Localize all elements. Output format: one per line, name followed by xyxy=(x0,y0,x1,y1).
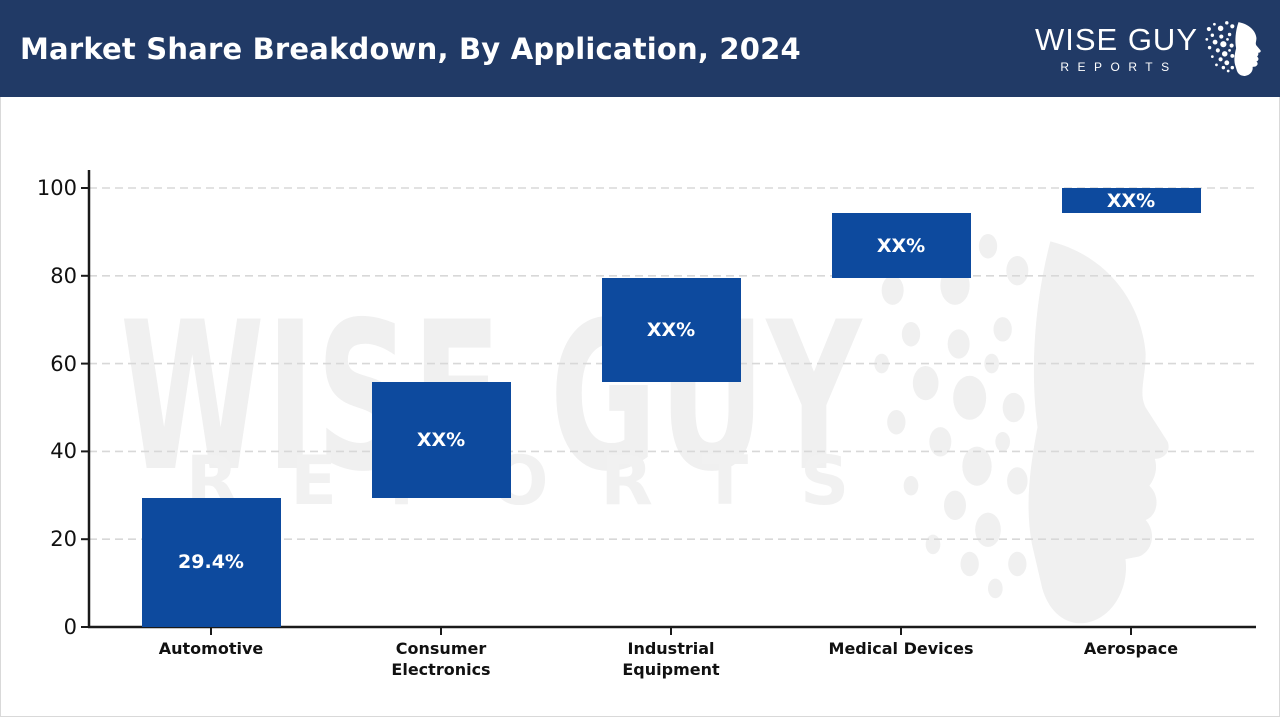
logo-text: WISE GUY REPORTS xyxy=(1035,24,1198,74)
bar-value-label: XX% xyxy=(876,234,926,257)
bar-value-label: XX% xyxy=(646,319,696,341)
x-tick-label-aerospace: Aerospace xyxy=(1084,638,1178,659)
watermark-subtext: REPORTS xyxy=(186,442,902,521)
x-tick-label-line: Electronics xyxy=(391,660,491,679)
bar-value-label: XX% xyxy=(1106,189,1156,212)
chart-title: Market Share Breakdown, By Application, … xyxy=(20,31,801,66)
y-tick-label: 100 xyxy=(36,176,77,200)
x-tick-label-line: Consumer xyxy=(395,639,487,658)
x-tick-label-line: Equipment xyxy=(622,660,720,679)
y-tick-label: 0 xyxy=(63,615,77,639)
x-tick-label-medical-devices: Medical Devices xyxy=(829,638,974,659)
x-tick-label-line: Industrial xyxy=(627,639,715,658)
bar-aerospace: XX% xyxy=(1061,188,1201,214)
bar-medical-devices: XX% xyxy=(831,213,971,278)
y-tick-label: 60 xyxy=(50,351,77,376)
y-tick-label: 80 xyxy=(50,263,77,288)
x-tick-label-consumer-electronics: Consumer Electronics xyxy=(391,638,490,680)
wise-guy-reports-logo: WISE GUY REPORTS xyxy=(1035,7,1264,91)
header-bar: Market Share Breakdown, By Application, … xyxy=(0,0,1280,97)
x-tick-label-industrial-equipment: Industrial Equipment xyxy=(622,638,719,680)
logo-name: WISE GUY xyxy=(1034,22,1198,58)
bar-consumer-electronics: XX% xyxy=(371,382,511,498)
y-tick-label: 20 xyxy=(50,527,77,552)
bar-value-label: XX% xyxy=(416,428,466,451)
x-tick-label-line: Medical Devices xyxy=(828,639,974,658)
x-tick-label-automotive: Automotive xyxy=(159,638,264,659)
logo-head-icon xyxy=(1205,21,1261,76)
x-tick-label-line: Aerospace xyxy=(1083,639,1179,658)
bar-automotive: 29.4% xyxy=(141,497,281,627)
x-tick-label-line: Automotive xyxy=(158,639,264,658)
logo-subtitle: REPORTS xyxy=(1060,59,1178,74)
y-tick-label: 40 xyxy=(50,439,77,464)
bar-industrial-equipment: XX% xyxy=(601,277,741,383)
bar-value-label: 29.4% xyxy=(178,551,244,574)
